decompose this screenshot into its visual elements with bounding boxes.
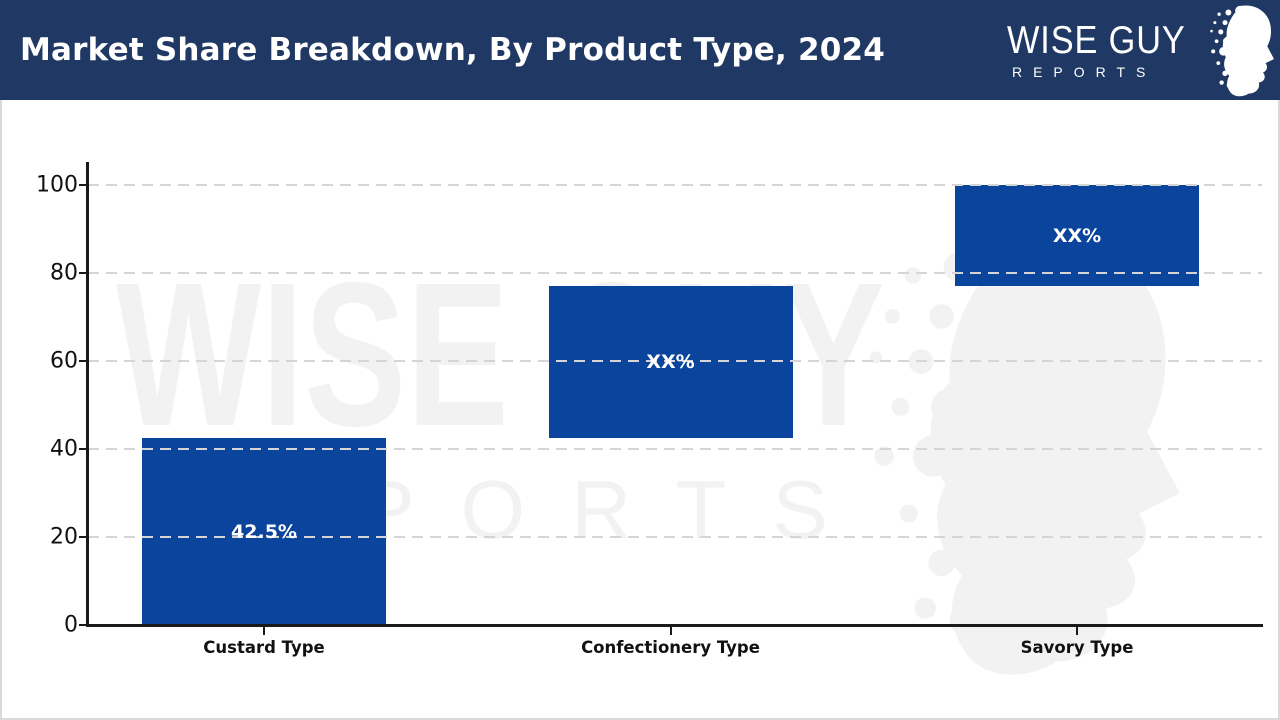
category-label: Custard Type: [203, 638, 325, 657]
y-tick-mark: [79, 624, 87, 626]
report-header: Market Share Breakdown, By Product Type,…: [0, 0, 1280, 100]
y-tick-label: 20: [50, 524, 78, 550]
brand-subtitle: REPORTS: [1011, 64, 1157, 80]
y-tick-mark: [79, 536, 87, 538]
brand-name: WISE GUY: [1006, 19, 1186, 62]
y-tick-mark: [79, 272, 87, 274]
gridline-100: [88, 184, 1262, 186]
y-tick-label: 40: [50, 436, 78, 462]
gridline-80: [88, 272, 1262, 274]
y-tick-mark: [79, 184, 87, 186]
chart-title: Market Share Breakdown, By Product Type,…: [20, 32, 886, 68]
x-axis-line: [86, 624, 1263, 627]
chart-canvas: WISE GUY REPORTS 0 20 40 60 80 100 42.5% Custar…: [0, 100, 1280, 720]
y-tick-label: 80: [50, 260, 78, 286]
y-axis-line: [86, 162, 89, 627]
bar-3: [955, 185, 1199, 287]
category-label: Savory Type: [1020, 638, 1134, 657]
y-tick-label: 0: [64, 612, 78, 638]
gridline-40: [88, 448, 1262, 450]
y-tick-mark: [79, 360, 87, 362]
category-label: Confectionery Type: [581, 638, 760, 657]
watermark-face-icon: [869, 232, 1180, 675]
y-tick-label: 60: [50, 348, 78, 374]
bar-value-label: 42.5%: [231, 520, 297, 543]
x-tick-mark: [669, 627, 672, 635]
brand-logo: WISE GUY REPORTS: [1007, 0, 1274, 100]
brand-text: WISE GUY REPORTS: [1007, 21, 1210, 79]
bar-value-label: XX%: [1052, 224, 1102, 247]
gridline-60: [88, 360, 1262, 362]
bar-value-label: XX%: [646, 351, 695, 374]
brand-face-icon: [1210, 4, 1274, 96]
bar-2: [548, 286, 793, 438]
bar-1: [142, 438, 386, 625]
y-tick-mark: [79, 448, 87, 450]
x-tick-mark: [1076, 627, 1078, 635]
y-tick-label: 100: [36, 172, 78, 198]
gridline-20: [88, 536, 1262, 538]
x-tick-mark: [263, 627, 265, 635]
